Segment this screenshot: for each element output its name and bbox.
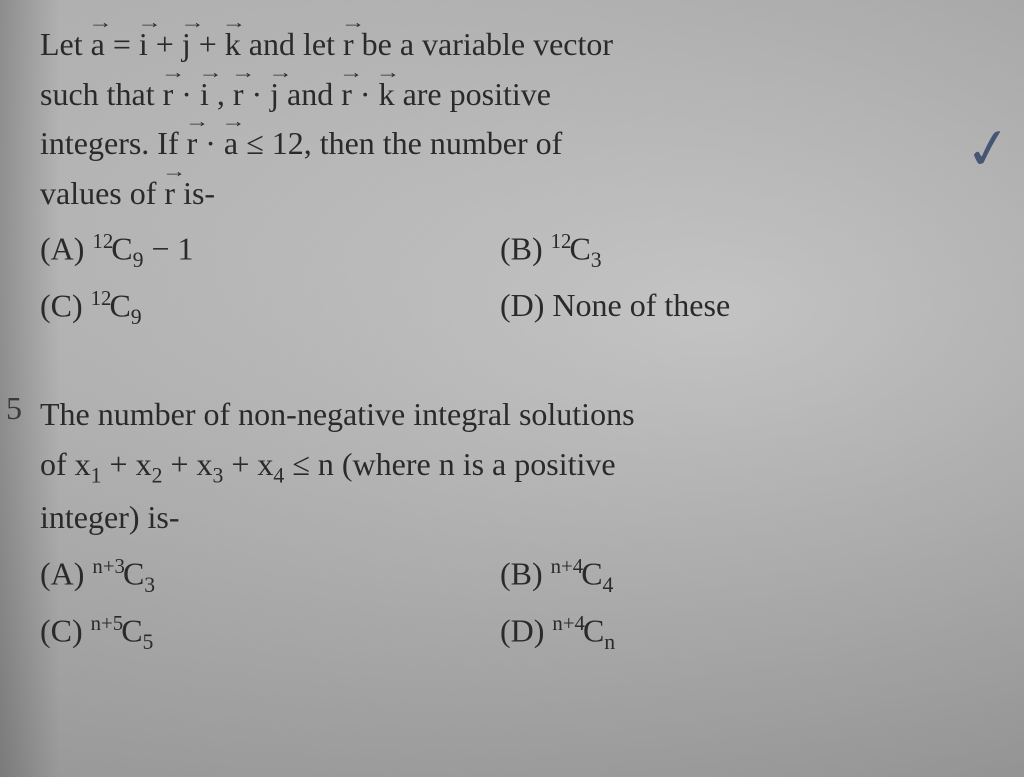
sub1: 1 — [91, 463, 102, 487]
q1-l3-pre: integers. If — [40, 125, 187, 161]
vec-r4: r — [341, 70, 352, 120]
q2-options: (A) n+3C3 (B) n+4C4 (C) n+5C5 (D) n+4Cn — [40, 555, 920, 655]
vec-i: i — [139, 20, 148, 70]
opt-label: (C) — [40, 288, 91, 324]
q1-option-b: (B) 12C3 — [500, 230, 920, 273]
question-2: 5 The number of non-negative integral so… — [40, 390, 984, 654]
vec-r5: r — [187, 119, 198, 169]
opt-label: (C) — [40, 612, 91, 648]
vec-a: a — [91, 20, 105, 70]
opt-label: (D) None of these — [500, 287, 730, 323]
vec-r6: r — [164, 169, 175, 219]
vec-r2: r — [163, 70, 174, 120]
opt-label: (D) — [500, 612, 552, 648]
q2-number: 5 — [6, 390, 22, 427]
q2-option-d: (D) n+4Cn — [500, 612, 920, 655]
opt-base: C — [583, 612, 604, 648]
q2-option-a: (A) n+3C3 — [40, 555, 460, 598]
q2-option-b: (B) n+4C4 — [500, 555, 920, 598]
opt-sub: n — [604, 630, 615, 654]
opt-base: C — [569, 231, 590, 267]
opt-label: (A) — [40, 555, 92, 591]
opt-label: (B) — [500, 555, 551, 591]
q1-options: (A) 12C9 − 1 (B) 12C3 (C) 12C9 (D) None … — [40, 230, 920, 330]
opt-sub: 9 — [131, 305, 142, 329]
sub4: 4 — [273, 463, 284, 487]
q1-l2-pre: such that — [40, 76, 163, 112]
q2-l2-pre: of — [40, 446, 75, 482]
q1-l1-post: and let — [241, 26, 343, 62]
opt-base: C — [111, 231, 132, 267]
opt-base: C — [581, 555, 602, 591]
q1-l1-pre: Let — [40, 26, 91, 62]
vec-j2: j — [270, 70, 279, 120]
q1-option-a: (A) 12C9 − 1 — [40, 230, 460, 273]
vec-k2: k — [379, 70, 395, 120]
opt-label: (B) — [500, 231, 551, 267]
vec-a2: a — [224, 119, 238, 169]
q2-l3: integer) is- — [40, 499, 180, 535]
question-1: Let a = i + j + k and let r be a variabl… — [40, 20, 984, 330]
q1-option-c: (C) 12C9 — [40, 287, 460, 330]
sub2: 2 — [152, 463, 163, 487]
opt-sub: 9 — [133, 248, 144, 272]
q2-l2-post: (where n is a positive — [334, 446, 616, 482]
opt-sub: 5 — [143, 630, 154, 654]
opt-presup: n+5 — [91, 612, 124, 635]
q1-text: Let a = i + j + k and let r be a variabl… — [40, 20, 984, 218]
q1-l3-end: , then the number of — [304, 125, 563, 161]
opt-sub: 3 — [591, 248, 602, 272]
q2-option-c: (C) n+5C5 — [40, 612, 460, 655]
q1-l1-end: be a variable vector — [354, 26, 613, 62]
handwritten-checkmark: ✓ — [961, 113, 1017, 185]
opt-sub: 4 — [603, 573, 614, 597]
opt-tail: − 1 — [143, 231, 193, 267]
opt-presup: n+4 — [552, 612, 585, 635]
q2-text: The number of non-negative integral solu… — [40, 390, 984, 542]
opt-base: C — [109, 288, 130, 324]
q1-option-d: (D) None of these — [500, 287, 920, 330]
opt-base: C — [123, 555, 144, 591]
q2-l1: The number of non-negative integral solu… — [40, 396, 635, 432]
opt-presup: n+4 — [551, 555, 584, 578]
opt-base: C — [121, 612, 142, 648]
opt-presup: n+3 — [92, 555, 125, 578]
opt-sub: 3 — [144, 573, 155, 597]
sub3: 3 — [213, 463, 224, 487]
opt-label: (A) — [40, 231, 92, 267]
q1-l2-end: are positive — [395, 76, 551, 112]
